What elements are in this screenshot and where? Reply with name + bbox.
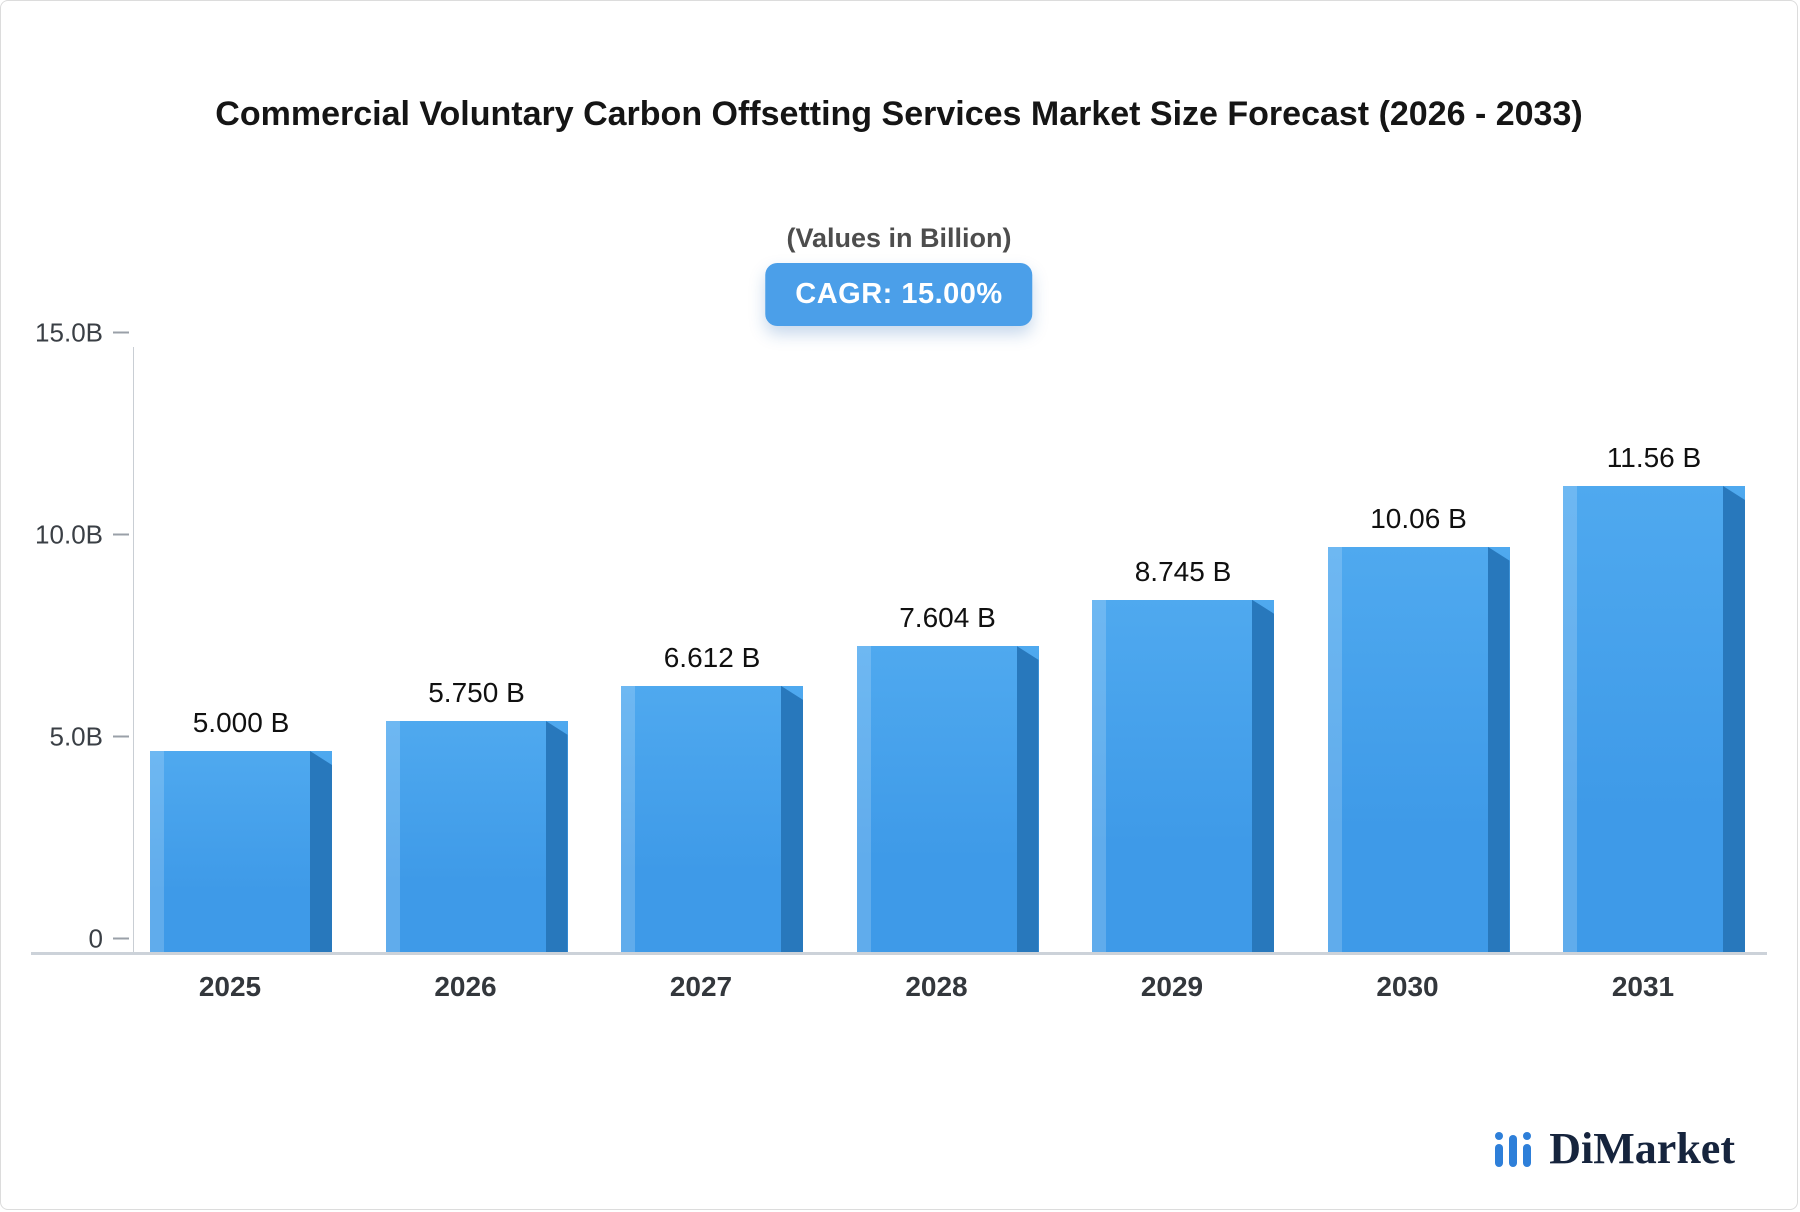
bar-value-label: 5.000 B xyxy=(192,707,290,738)
cagr-badge: CAGR: 15.00% xyxy=(765,263,1033,326)
bar-side-shade xyxy=(310,751,332,953)
bar-chart: 5.000 B 2025 5.750 B 2026 6.612 B 2027 7.604 B… xyxy=(31,317,1767,1002)
bar-group: 7.604 B 2028 xyxy=(856,347,1039,1002)
bar-group: 11.56 B 2031 xyxy=(1563,347,1745,1002)
bar-highlight xyxy=(1092,599,1106,953)
x-axis-label: 2028 xyxy=(905,971,968,1002)
plot-area: 5.000 B 2025 5.750 B 2026 6.612 B 2027 7.604 B… xyxy=(133,347,1767,1002)
bars: 5.000 B 2025 5.750 B 2026 6.612 B 2027 7.604 B… xyxy=(134,347,1767,1002)
y-tick-label: 5.0B xyxy=(49,721,104,751)
bar[interactable] xyxy=(1092,599,1274,953)
bar-group: 5.000 B 2025 xyxy=(150,347,332,1002)
bar-group: 6.612 B 2027 xyxy=(621,347,803,1002)
x-axis-label: 2031 xyxy=(1611,971,1675,1002)
bar-value-label: 8.745 B xyxy=(1134,555,1232,587)
bar-highlight xyxy=(621,685,635,953)
bar-group: 8.745 B 2029 xyxy=(1092,347,1274,1002)
dimarket-logo: DiMarket xyxy=(1489,1123,1735,1171)
x-axis-label: 2029 xyxy=(1140,971,1204,1002)
bar-value-label: 10.06 B xyxy=(1370,502,1467,534)
y-tick-mark xyxy=(113,331,129,334)
bar-highlight xyxy=(150,751,164,953)
bar[interactable] xyxy=(385,720,568,953)
bar[interactable] xyxy=(621,685,803,953)
bar-highlight xyxy=(1563,485,1577,953)
bar-side-shade xyxy=(1487,546,1510,953)
bar-chart-icon xyxy=(1495,1132,1532,1167)
y-tick-label: 0 xyxy=(88,923,103,953)
y-tick-label: 10.0B xyxy=(35,519,103,549)
bar-value-label: 5.750 B xyxy=(428,676,525,708)
bar[interactable] xyxy=(1327,546,1510,953)
bar-group: 10.06 B 2030 xyxy=(1327,347,1510,1002)
x-axis-label: 2026 xyxy=(434,971,497,1002)
bar-value-label: 11.56 B xyxy=(1606,441,1702,473)
bar-value-label: 7.604 B xyxy=(899,601,996,633)
bar-side-shade xyxy=(1252,599,1274,953)
y-tick-mark xyxy=(113,735,129,738)
y-tick-mark xyxy=(113,937,129,940)
bar-highlight xyxy=(385,720,400,953)
bar-group: 5.750 B 2026 xyxy=(385,347,568,1002)
bar-side-shade xyxy=(545,720,568,953)
bar[interactable] xyxy=(856,645,1039,953)
y-tick-label: 15.0B xyxy=(35,317,103,347)
chart-subtitle: (Values in Billion) xyxy=(786,223,1012,253)
bar-highlight xyxy=(1327,546,1342,953)
bar[interactable] xyxy=(150,751,332,953)
bar-highlight xyxy=(856,645,871,953)
x-axis-label: 2030 xyxy=(1376,971,1439,1002)
bar-side-shade xyxy=(781,685,803,953)
brand-name: DiMarket xyxy=(1549,1124,1735,1173)
y-tick-mark xyxy=(113,533,129,536)
bar[interactable] xyxy=(1563,485,1745,953)
x-axis-label: 2027 xyxy=(669,971,733,1002)
bar-side-shade xyxy=(1016,645,1039,953)
chart-title: Commercial Voluntary Carbon Offsetting S… xyxy=(215,95,1583,133)
bar-side-shade xyxy=(1723,485,1745,953)
bar-value-label: 6.612 B xyxy=(663,641,761,673)
x-axis-label: 2025 xyxy=(198,971,262,1002)
